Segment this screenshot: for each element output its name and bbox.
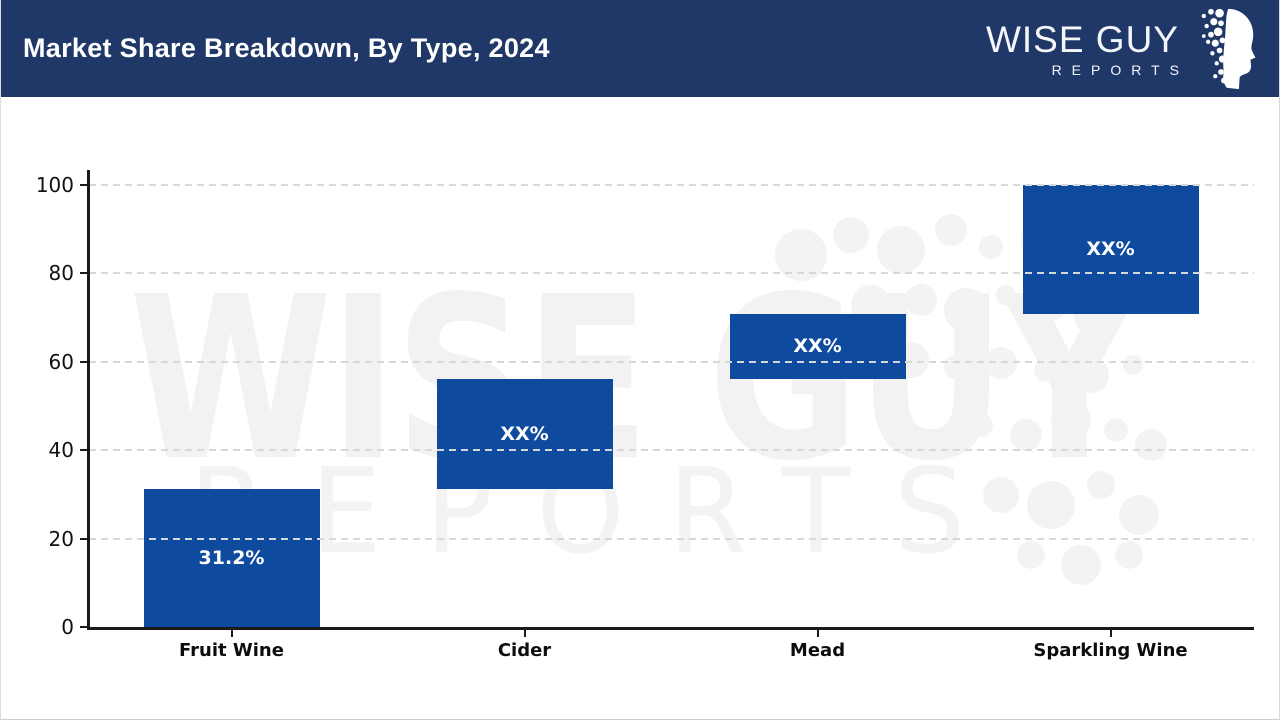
- bar-fruit-wine: 31.2%: [143, 488, 320, 627]
- x-axis-line: [87, 627, 1254, 630]
- gridline-y-20: [89, 537, 1254, 540]
- category-label-fruit-wine: Fruit Wine: [179, 640, 284, 661]
- category-label-sparkling-wine: Sparkling Wine: [1033, 640, 1188, 661]
- bar-value-label: XX%: [500, 422, 549, 445]
- gridline-y-80: [89, 272, 1254, 274]
- x-axis-tick: [1109, 630, 1112, 637]
- bar-cider: XX%: [436, 378, 613, 489]
- y-axis-tick-label: 40: [48, 438, 74, 462]
- y-axis-tick: [80, 272, 89, 274]
- header-bar: Market Share Breakdown, By Type, 2024 WI…: [1, 0, 1279, 97]
- y-axis-tick-label: 0: [61, 615, 74, 639]
- logo-head-icon: [1201, 8, 1256, 89]
- y-axis-tick: [80, 183, 89, 186]
- logo-text: WISE GUY REPORTS: [986, 21, 1179, 77]
- y-axis-tick: [80, 360, 89, 363]
- y-axis-tick-label: 20: [48, 526, 74, 551]
- bar-value-label: XX%: [793, 335, 842, 358]
- y-axis-tick-label: 60: [48, 349, 74, 374]
- y-axis-tick: [80, 537, 89, 540]
- x-axis-tick: [523, 630, 526, 637]
- x-axis-tick: [230, 630, 233, 637]
- gridline-y-100: [89, 183, 1254, 186]
- bar-mead: XX%: [729, 314, 906, 379]
- logo-wordmark: WISE GUY: [985, 18, 1179, 60]
- category-label-mead: Mead: [789, 640, 846, 661]
- chart-title: Market Share Breakdown, By Type, 2024: [23, 33, 550, 63]
- bar-value-label: 31.2%: [198, 546, 265, 569]
- y-axis-line: [87, 170, 90, 630]
- y-axis-tick-label: 100: [35, 172, 74, 197]
- y-axis-tick: [80, 626, 89, 628]
- x-axis-tick: [816, 630, 819, 637]
- y-axis-tick-label: 80: [48, 261, 74, 285]
- logo-subtitle: REPORTS: [1051, 61, 1189, 78]
- gridline-y-40: [89, 449, 1254, 451]
- bar-value-label: XX%: [1086, 238, 1135, 261]
- gridline-y-60: [89, 360, 1254, 363]
- bar-sparkling-wine: XX%: [1022, 184, 1199, 315]
- category-label-cider: Cider: [497, 640, 552, 661]
- y-axis-tick: [80, 449, 89, 451]
- wise-guy-logo: WISE GUY REPORTS: [986, 6, 1257, 92]
